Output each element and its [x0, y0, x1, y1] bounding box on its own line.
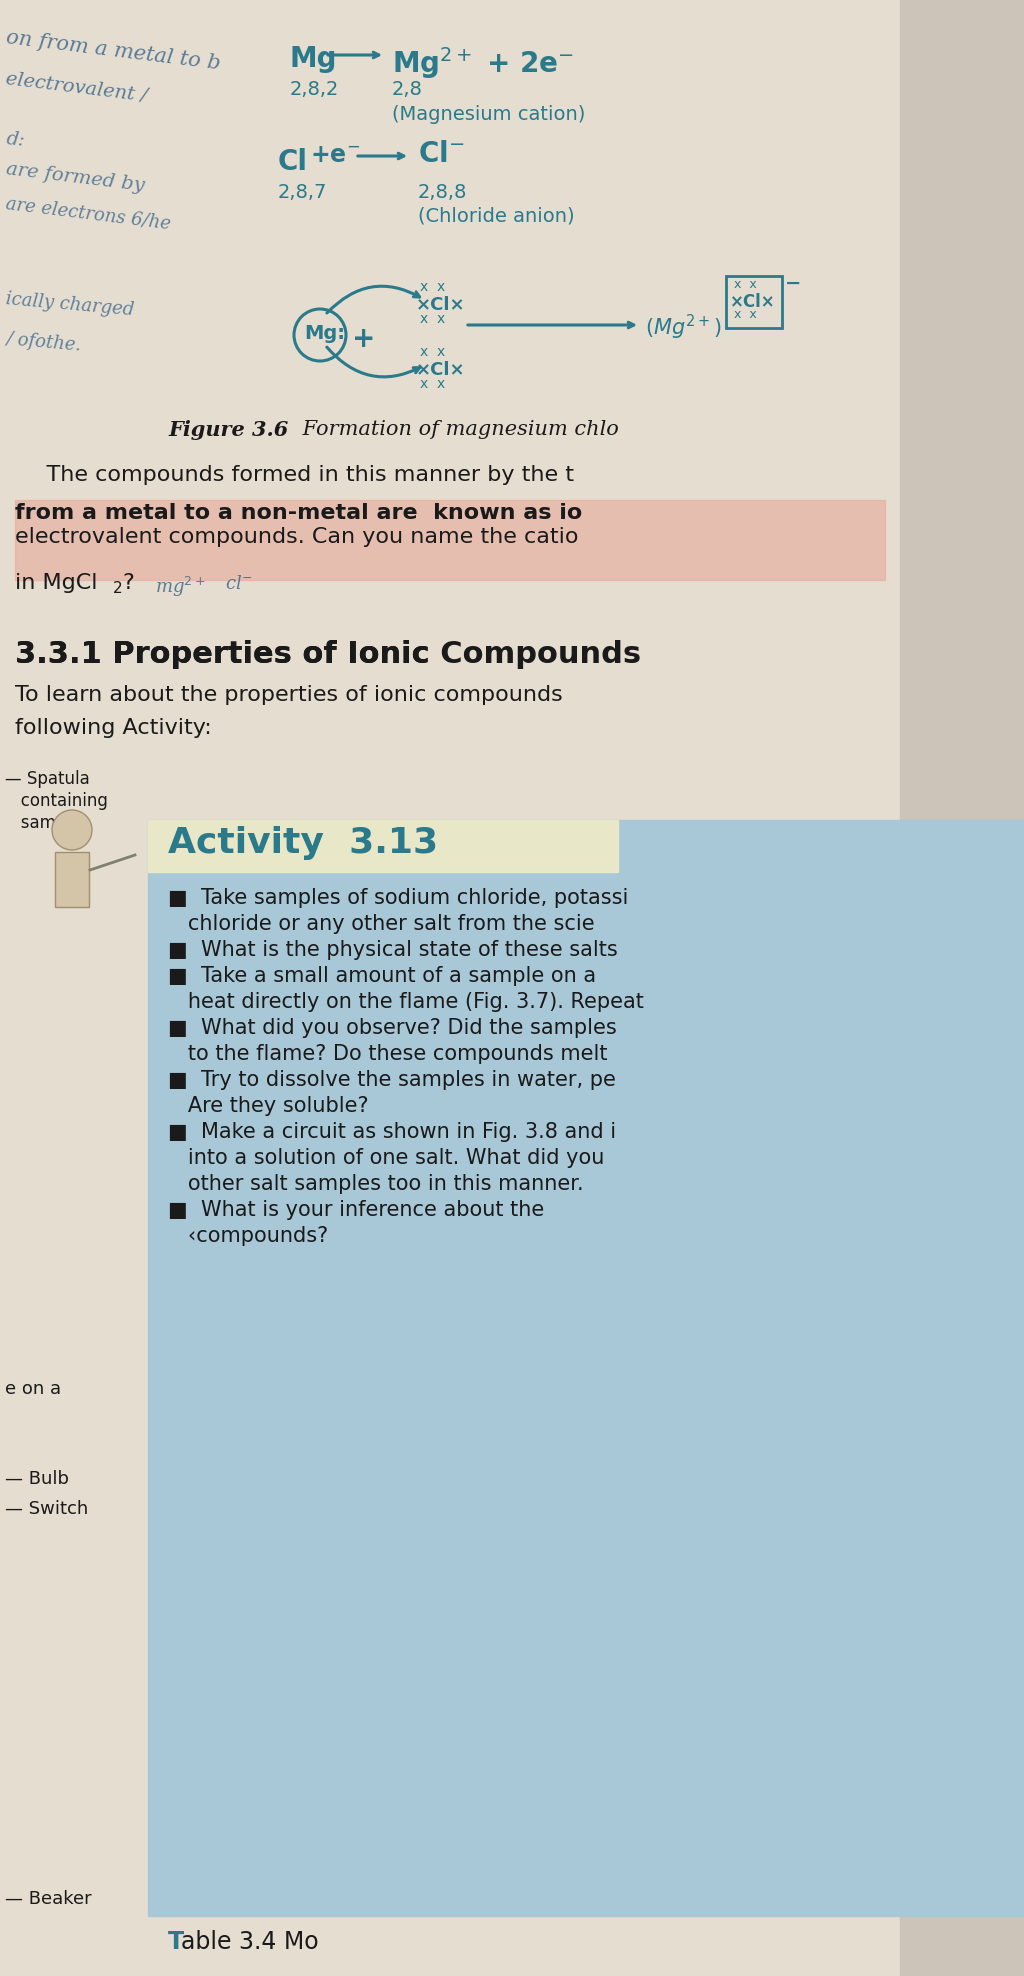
Text: Mg: Mg — [290, 45, 338, 73]
Text: mg$^{2+}$: mg$^{2+}$ — [155, 575, 206, 599]
Text: ×Cl×: ×Cl× — [416, 362, 466, 379]
Text: — Switch: — Switch — [5, 1500, 88, 1518]
Text: Are they soluble?: Are they soluble? — [168, 1097, 369, 1116]
Text: ■  Take a small amount of a sample on a: ■ Take a small amount of a sample on a — [168, 966, 596, 986]
Text: Mg$^{2+}$ + 2e$^{-}$: Mg$^{2+}$ + 2e$^{-}$ — [392, 45, 574, 81]
Text: other salt samples too in this manner.: other salt samples too in this manner. — [168, 1174, 584, 1194]
Text: ■  What is your inference about the: ■ What is your inference about the — [168, 1199, 544, 1219]
Text: 2,8,8: 2,8,8 — [418, 184, 467, 202]
Text: 2,8,7: 2,8,7 — [278, 184, 328, 202]
Bar — [148, 820, 618, 871]
Text: +e$^{-}$: +e$^{-}$ — [310, 144, 360, 168]
Text: x  x: x x — [420, 312, 445, 326]
Text: x  x: x x — [734, 279, 757, 290]
Text: x  x: x x — [420, 281, 445, 294]
Text: Figure 3.6: Figure 3.6 — [168, 421, 288, 441]
Text: ■  What did you observe? Did the samples: ■ What did you observe? Did the samples — [168, 1018, 616, 1037]
Text: ?: ? — [122, 573, 134, 593]
Text: / ofothe.: / ofothe. — [5, 330, 82, 354]
Text: able 3.4 Mo: able 3.4 Mo — [181, 1931, 318, 1954]
Text: from a metal to a non-metal are  known as io: from a metal to a non-metal are known as… — [15, 504, 583, 524]
Text: ×Cl×: ×Cl× — [416, 296, 466, 314]
Text: ■  Take samples of sodium chloride, potassi: ■ Take samples of sodium chloride, potas… — [168, 887, 629, 909]
Text: sample: sample — [5, 814, 81, 832]
Text: +: + — [352, 324, 376, 354]
Text: heat directly on the flame (Fig. 3.7). Repeat: heat directly on the flame (Fig. 3.7). R… — [168, 992, 644, 1012]
Text: ■  What is the physical state of these salts: ■ What is the physical state of these sa… — [168, 941, 617, 960]
Text: ×Cl×: ×Cl× — [730, 292, 775, 310]
Text: ically charged: ically charged — [5, 290, 135, 320]
Text: Formation of magnesium chlo: Formation of magnesium chlo — [296, 421, 618, 439]
Text: ‹compounds?: ‹compounds? — [168, 1225, 329, 1247]
Bar — [148, 820, 1024, 1917]
Text: x  x: x x — [420, 346, 445, 360]
Text: Cl$^{-}$: Cl$^{-}$ — [418, 140, 465, 168]
Text: are formed by: are formed by — [5, 160, 145, 196]
Text: Cl: Cl — [278, 148, 308, 176]
Text: 3.3.1 Properties of Ionic Compounds: 3.3.1 Properties of Ionic Compounds — [15, 640, 641, 670]
Text: −: − — [785, 275, 802, 292]
Text: electrovalent /: electrovalent / — [5, 69, 148, 105]
Text: d:: d: — [5, 130, 26, 150]
Text: Mg:: Mg: — [304, 324, 345, 344]
Text: x  x: x x — [734, 308, 757, 320]
Text: $(Mg^{2+})$: $(Mg^{2+})$ — [645, 312, 722, 342]
Text: 2,8,2: 2,8,2 — [290, 79, 339, 99]
Text: into a solution of one salt. What did you: into a solution of one salt. What did yo… — [168, 1148, 604, 1168]
Circle shape — [52, 810, 92, 850]
Bar — [900, 0, 1024, 1976]
Text: — Beaker: — Beaker — [5, 1889, 91, 1909]
Text: are electrons 6/he: are electrons 6/he — [5, 196, 172, 233]
Text: ■  Make a circuit as shown in Fig. 3.8 and i: ■ Make a circuit as shown in Fig. 3.8 an… — [168, 1122, 616, 1142]
Text: cl$^{-}$: cl$^{-}$ — [225, 575, 252, 593]
Text: ■  Try to dissolve the samples in water, pe: ■ Try to dissolve the samples in water, … — [168, 1069, 615, 1091]
Bar — [15, 500, 885, 581]
Text: e on a: e on a — [5, 1379, 61, 1397]
Text: — Bulb: — Bulb — [5, 1470, 69, 1488]
Bar — [726, 277, 782, 328]
Text: The compounds formed in this manner by the t: The compounds formed in this manner by t… — [18, 464, 574, 484]
Text: To learn about the properties of ionic compounds: To learn about the properties of ionic c… — [15, 686, 563, 705]
Text: on from a metal to b: on from a metal to b — [5, 28, 221, 73]
Text: to the flame? Do these compounds melt: to the flame? Do these compounds melt — [168, 1043, 607, 1063]
Text: 3.3.1 Properties of Ionic: 3.3.1 Properties of Ionic — [15, 640, 440, 670]
Text: chloride or any other salt from the scie: chloride or any other salt from the scie — [168, 915, 595, 935]
Text: Activity  3.13: Activity 3.13 — [168, 826, 438, 860]
Text: T: T — [168, 1931, 184, 1954]
Text: 2,8: 2,8 — [392, 79, 423, 99]
Text: x  x: x x — [420, 377, 445, 391]
Text: (Chloride anion): (Chloride anion) — [418, 206, 574, 225]
Text: containing: containing — [5, 792, 108, 810]
Bar — [55, 852, 89, 907]
Text: — Spatula: — Spatula — [5, 771, 90, 788]
Text: electrovalent compounds. Can you name the catio: electrovalent compounds. Can you name th… — [15, 528, 579, 547]
Text: following Activity:: following Activity: — [15, 717, 212, 737]
Text: (Magnesium cation): (Magnesium cation) — [392, 105, 586, 124]
Text: in MgCl: in MgCl — [15, 573, 97, 593]
Text: 2: 2 — [113, 581, 123, 597]
